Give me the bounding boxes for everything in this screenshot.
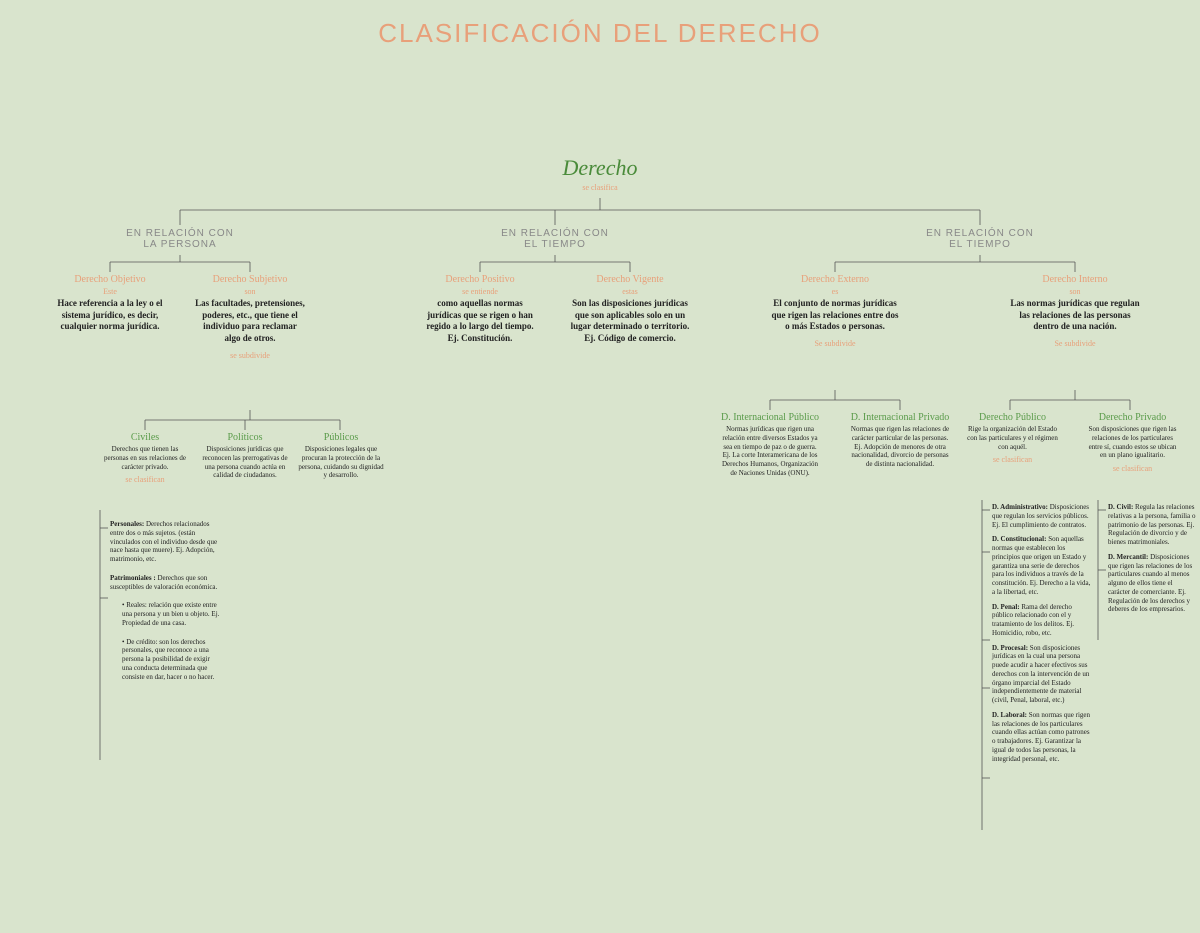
node-int-privado: D. Internacional Privado (851, 412, 950, 423)
item-credito: • De crédito: son los derechos personale… (110, 638, 220, 682)
item-procesal: D. Procesal: Son disposiciones jurídicas… (992, 644, 1092, 705)
node-publico: Derecho Público (979, 412, 1046, 423)
branch-3-title: EN RELACIÓN CON EL TIEMPO (920, 228, 1040, 250)
item-penal: D. Penal: Rama del derecho público relac… (992, 603, 1092, 638)
item-constitucional: D. Constitucional: Son aquellas normas q… (992, 535, 1092, 596)
node-civiles: Civiles (131, 432, 159, 443)
root-connector: se clasifica (582, 183, 617, 192)
item-patrimoniales: Patrimoniales : Derechos que son suscept… (110, 574, 220, 592)
item-laboral: D. Laboral: Son normas que rigen las rel… (992, 711, 1092, 764)
item-civil: D. Civil: Regula las relaciones relativa… (1108, 503, 1196, 547)
branch-1-title: EN RELACIÓN CON LA PERSONA (120, 228, 240, 250)
item-mercantil: D. Mercantil: Disposiciones que rigen la… (1108, 553, 1196, 614)
branch-2-title: EN RELACIÓN CON EL TIEMPO (495, 228, 615, 250)
node-positivo: Derecho Positivo (445, 274, 514, 285)
node-publicos: Públicos (324, 432, 358, 443)
node-vigente: Derecho Vigente (596, 274, 663, 285)
root-node: Derecho (563, 155, 638, 181)
item-reales: • Reales: relación que existe entre una … (110, 601, 220, 627)
page-title: CLASIFICACIÓN DEL DERECHO (0, 0, 1200, 49)
item-personales: Personales: Derechos relacionados entre … (110, 520, 220, 564)
node-interno: Derecho Interno (1042, 274, 1107, 285)
node-externo: Derecho Externo (801, 274, 869, 285)
node-subjetivo: Derecho Subjetivo (213, 274, 288, 285)
node-politicos: Políticos (227, 432, 262, 443)
node-objetivo: Derecho Objetivo (74, 274, 145, 285)
node-int-publico: D. Internacional Público (721, 412, 819, 423)
node-privado: Derecho Privado (1099, 412, 1166, 423)
item-administrativo: D. Administrativo: Disposiciones que reg… (992, 503, 1092, 529)
